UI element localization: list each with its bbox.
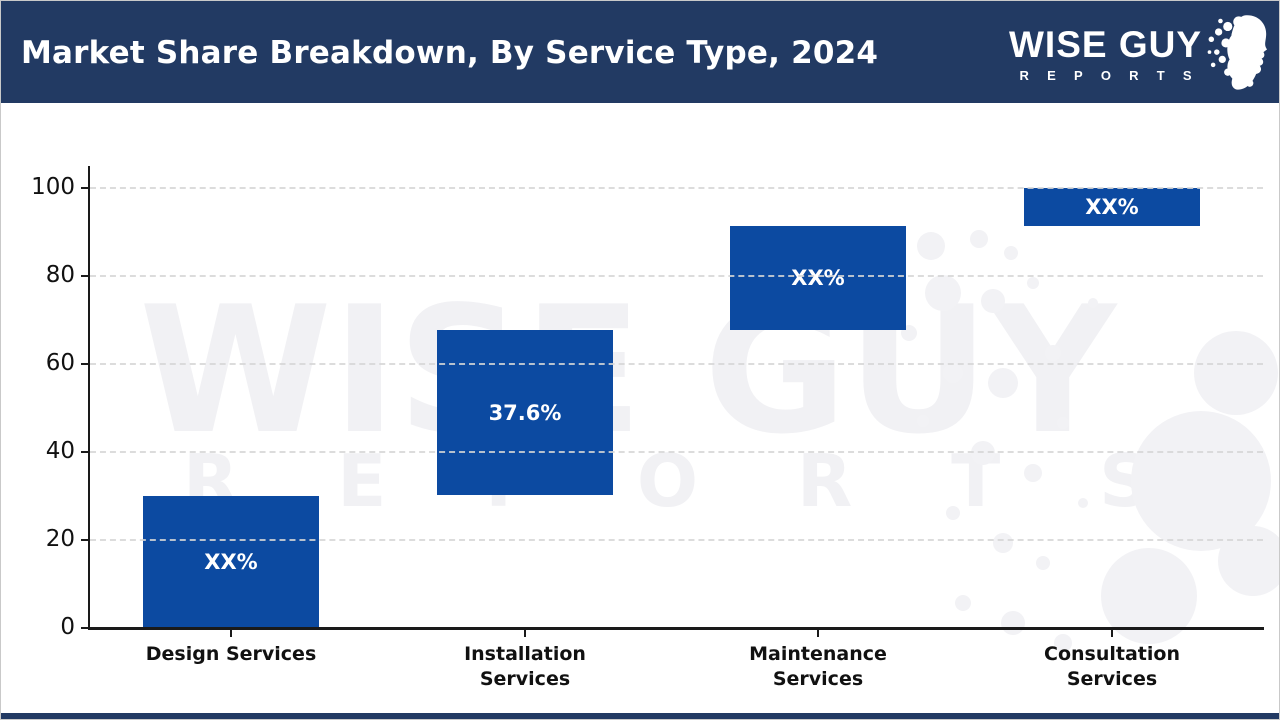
letter: O — [1100, 67, 1111, 83]
y-tick-mark — [81, 451, 89, 453]
x-tick-mark — [230, 630, 232, 637]
x-category-label: Consultation Services — [1044, 643, 1180, 690]
gridline — [90, 187, 1263, 189]
gridline — [90, 275, 1263, 277]
y-tick-mark — [81, 363, 89, 365]
watermark-dot — [1088, 298, 1098, 308]
gridline — [90, 363, 1263, 365]
bar-value-label: 37.6% — [488, 400, 562, 425]
bar-segment: 37.6% — [437, 330, 613, 495]
bar-segment: XX% — [143, 496, 319, 628]
footer-bar — [1, 713, 1279, 719]
watermark-dot — [946, 506, 960, 520]
watermark-dot — [1027, 277, 1039, 289]
letter: P — [1073, 67, 1083, 83]
y-tick-label: 40 — [45, 438, 75, 464]
y-axis-line — [88, 166, 90, 629]
letter: S — [1182, 67, 1192, 83]
watermark-dot — [988, 368, 1018, 398]
x-tick-mark — [1111, 630, 1113, 637]
letter: R — [796, 439, 853, 523]
bar-value-label: XX% — [204, 550, 258, 574]
letter: R — [1019, 67, 1029, 83]
watermark-dot — [1194, 331, 1278, 415]
watermark-dot — [943, 363, 963, 383]
y-tick-mark — [81, 275, 89, 277]
watermark-dot — [1218, 526, 1279, 596]
watermark-dot — [925, 275, 961, 311]
x-category-label: Maintenance Services — [749, 643, 887, 690]
letter: O — [636, 439, 699, 523]
x-axis-line — [88, 627, 1264, 630]
brand-face-icon — [1207, 15, 1268, 90]
watermark-dot — [1004, 246, 1018, 260]
watermark-dot — [1054, 634, 1072, 652]
brand-name: WISE GUY — [1009, 23, 1203, 65]
y-tick-label: 60 — [45, 350, 75, 376]
y-tick-label: 0 — [60, 614, 75, 640]
gridline — [90, 451, 1263, 453]
bar-segment: XX% — [730, 226, 906, 330]
watermark-dot — [1078, 498, 1088, 508]
brand-logo: WISE GUY R E P O R T S — [1009, 9, 1268, 97]
x-tick-mark — [817, 630, 819, 637]
watermark-dot — [981, 289, 1005, 313]
watermark-dot — [971, 441, 995, 465]
chart-title: Market Share Breakdown, By Service Type,… — [21, 35, 879, 71]
bar-segment: XX% — [1024, 188, 1200, 226]
watermark-dot — [1024, 464, 1042, 482]
bar-value-label: XX% — [1085, 195, 1139, 219]
y-tick-label: 20 — [45, 526, 75, 552]
header-bar: Market Share Breakdown, By Service Type,… — [1, 1, 1279, 103]
bar-value-label: XX% — [791, 266, 845, 290]
y-tick-label: 80 — [45, 262, 75, 288]
gridline — [90, 539, 1263, 541]
letter: R — [1129, 67, 1139, 83]
y-tick-mark — [81, 187, 89, 189]
y-tick-mark — [81, 627, 89, 629]
watermark-brand-text: WISE GUY — [139, 270, 1117, 473]
watermark-dot — [970, 230, 988, 248]
y-tick-label: 100 — [31, 174, 75, 200]
watermark-dot — [1057, 417, 1069, 429]
watermark-dot — [1001, 611, 1025, 635]
x-category-label: Design Services — [145, 643, 317, 665]
x-tick-mark — [524, 630, 526, 637]
letter: T — [1156, 67, 1165, 83]
watermark-dot — [1036, 556, 1050, 570]
watermark-dot — [993, 533, 1013, 553]
brand-logo-text: WISE GUY R E P O R T S — [1009, 24, 1202, 83]
watermark-dot — [955, 595, 971, 611]
watermark-dot — [917, 232, 945, 260]
letter: E — [337, 439, 387, 523]
y-tick-mark — [81, 539, 89, 541]
watermark-dot — [917, 415, 929, 427]
watermark-dot — [1045, 345, 1061, 361]
letter: E — [1047, 67, 1056, 83]
x-category-label: Installation Services — [464, 643, 586, 690]
